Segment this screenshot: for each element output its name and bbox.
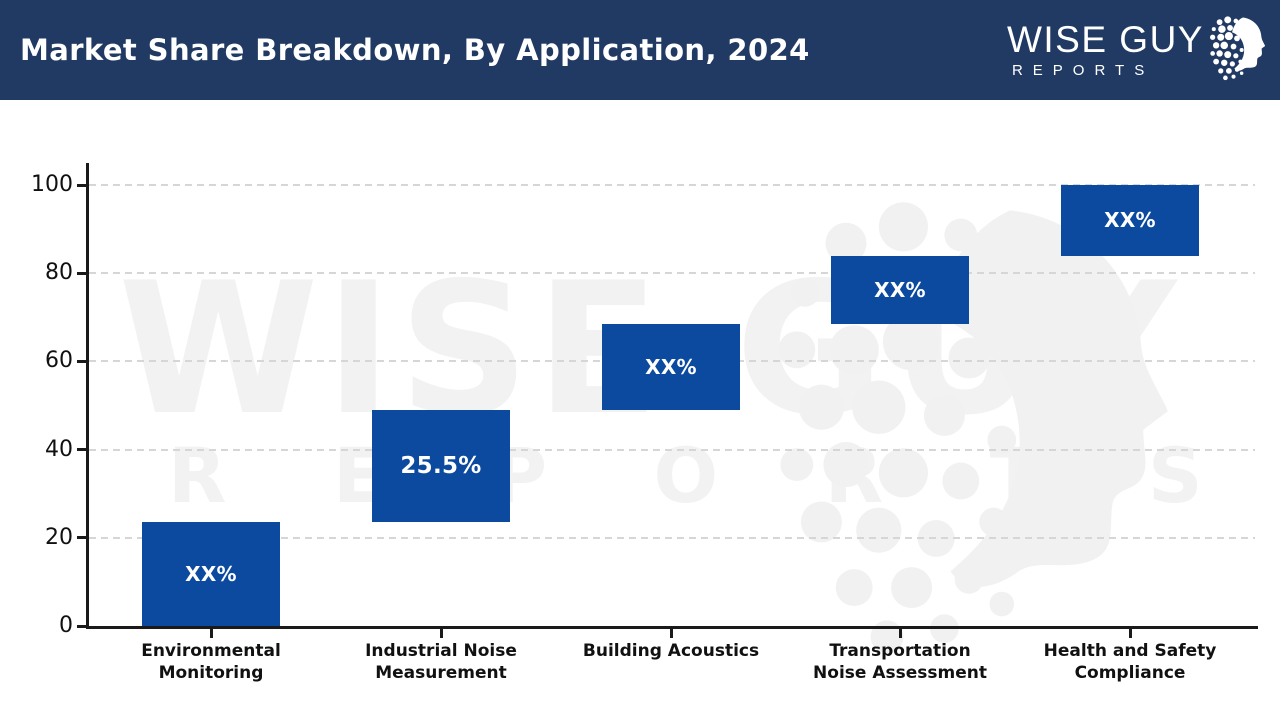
bar-value-label: XX% bbox=[1104, 208, 1156, 233]
bar-segment: XX% bbox=[142, 522, 280, 626]
y-tick-label: 40 bbox=[45, 436, 73, 462]
y-tick-mark bbox=[77, 183, 86, 187]
x-tick-mark bbox=[1128, 629, 1132, 638]
y-gridline bbox=[89, 272, 1255, 275]
bar-value-label: 25.5% bbox=[400, 453, 482, 480]
x-tick-mark bbox=[209, 629, 213, 638]
x-category-label: Industrial Noise Measurement bbox=[365, 641, 517, 683]
y-tick-mark bbox=[77, 624, 86, 628]
y-tick-label: 80 bbox=[45, 260, 73, 286]
x-category-label: Environmental Monitoring bbox=[141, 641, 281, 683]
bar-segment: 25.5% bbox=[372, 409, 510, 523]
y-gridline bbox=[89, 448, 1255, 451]
y-tick-mark bbox=[77, 448, 86, 452]
y-tick-mark bbox=[77, 359, 86, 363]
x-tick-mark bbox=[898, 629, 902, 638]
bar-value-label: XX% bbox=[645, 354, 697, 379]
bar-segment: XX% bbox=[602, 323, 740, 410]
bar-segment: XX% bbox=[831, 255, 969, 324]
y-tick-label: 20 bbox=[45, 524, 73, 550]
y-tick-mark bbox=[77, 536, 86, 540]
bar-value-label: XX% bbox=[874, 277, 926, 302]
logo-text-block: WISE GUY REPORTS bbox=[1007, 21, 1204, 79]
x-category-label: Health and Safety Compliance bbox=[1043, 641, 1217, 683]
x-category-label: Building Acoustics bbox=[582, 641, 760, 661]
bar-segment: XX% bbox=[1061, 185, 1199, 256]
logo-wiseguy-text: WISE GUY bbox=[1006, 19, 1204, 60]
logo-reports-text: REPORTS bbox=[1011, 62, 1155, 79]
bar-value-label: XX% bbox=[185, 562, 237, 587]
y-tick-label: 0 bbox=[59, 613, 73, 638]
x-tick-mark bbox=[669, 629, 673, 638]
y-tick-label: 60 bbox=[45, 348, 73, 374]
x-tick-mark bbox=[439, 629, 443, 638]
y-tick-label: 100 bbox=[31, 172, 73, 197]
wise-guy-logo: WISE GUY REPORTS bbox=[1007, 8, 1266, 92]
y-gridline bbox=[89, 184, 1255, 186]
header-bar: Market Share Breakdown, By Application, … bbox=[0, 0, 1280, 100]
y-gridline bbox=[89, 536, 1255, 539]
x-category-label: Transportation Noise Assessment bbox=[813, 641, 987, 683]
y-axis-spine bbox=[86, 163, 89, 629]
x-axis-spine bbox=[86, 626, 1258, 629]
chart-title: Market Share Breakdown, By Application, … bbox=[20, 33, 810, 67]
y-tick-mark bbox=[77, 271, 86, 275]
